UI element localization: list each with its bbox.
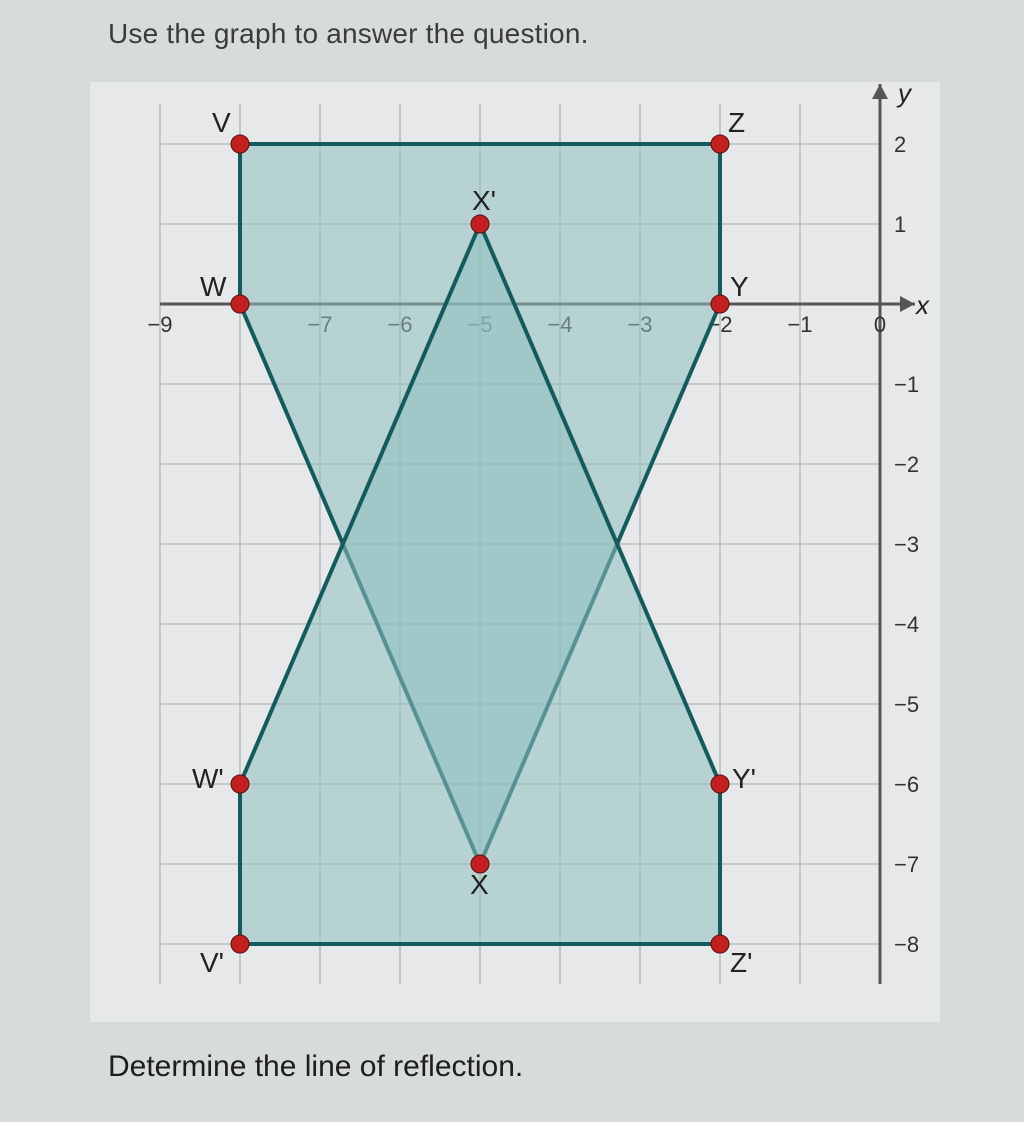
svg-text:−2: −2 <box>894 452 919 477</box>
svg-text:Z': Z' <box>730 947 752 978</box>
svg-text:Z: Z <box>728 107 745 138</box>
instruction-text: Use the graph to answer the question. <box>108 18 589 50</box>
question-text: Determine the line of reflection. <box>108 1050 523 1084</box>
svg-text:x: x <box>914 290 930 320</box>
svg-text:W': W' <box>192 763 224 794</box>
coordinate-graph: 0−9−7−6−5−4−3−2−112−1−2−3−4−5−6−7−8xyVZY… <box>90 82 940 1022</box>
svg-text:Y': Y' <box>732 763 756 794</box>
svg-text:1: 1 <box>894 212 906 237</box>
svg-text:0: 0 <box>874 312 886 337</box>
svg-text:−3: −3 <box>894 532 919 557</box>
svg-text:−1: −1 <box>894 372 919 397</box>
svg-text:y: y <box>896 82 913 108</box>
graph-svg: 0−9−7−6−5−4−3−2−112−1−2−3−4−5−6−7−8xyVZY… <box>90 82 940 1022</box>
svg-text:−4: −4 <box>894 612 919 637</box>
svg-text:V': V' <box>200 947 224 978</box>
svg-text:−1: −1 <box>787 312 812 337</box>
svg-text:V: V <box>212 107 231 138</box>
svg-text:−8: −8 <box>894 932 919 957</box>
svg-text:X': X' <box>472 185 496 216</box>
svg-text:2: 2 <box>894 132 906 157</box>
svg-text:−6: −6 <box>894 772 919 797</box>
svg-text:W: W <box>200 271 227 302</box>
svg-text:−7: −7 <box>894 852 919 877</box>
svg-text:−9: −9 <box>147 312 172 337</box>
svg-text:−5: −5 <box>894 692 919 717</box>
svg-text:Y: Y <box>730 271 749 302</box>
svg-text:X: X <box>470 869 489 900</box>
